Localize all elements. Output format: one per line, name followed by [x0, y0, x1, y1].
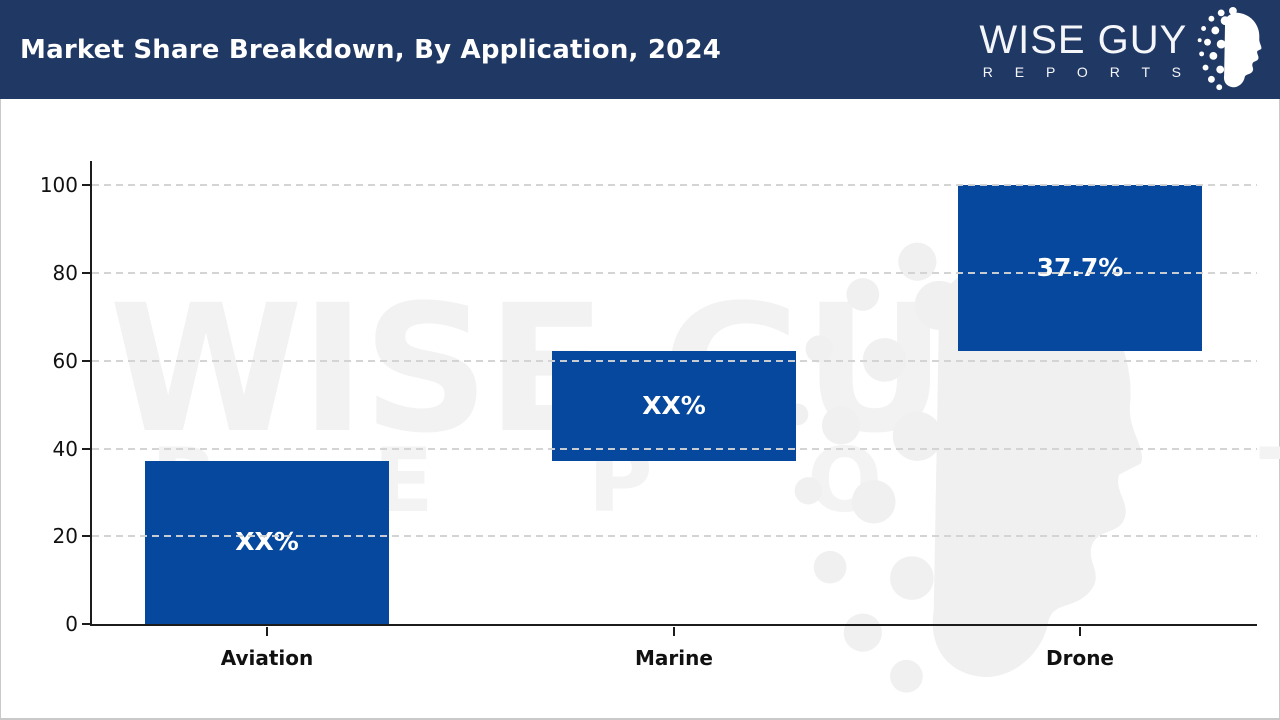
chart-canvas: WISE GUY R E P O R T S 020406080100XX%Av…: [0, 99, 1280, 720]
plot-area: 0 20 40 60 80 100 XX% Aviation XX% Marine 37.7% Dro…: [40, 161, 1257, 670]
bar-marine: XX%: [552, 350, 796, 461]
header: Market Share Breakdown, By Application, …: [0, 0, 1280, 99]
x-tick-label: Aviation: [220, 646, 314, 670]
y-tick-label: 0: [65, 612, 78, 636]
x-tick-mark: [1079, 627, 1081, 636]
logo-text: WISE GUY R E P O R T S: [977, 20, 1190, 79]
bar-value-label: XX%: [235, 527, 299, 557]
y-tick-label: 60: [52, 348, 78, 373]
logo-subtitle: R E P O R T S: [982, 64, 1190, 80]
bar-value-label: 37.7%: [1036, 253, 1124, 283]
x-tick-label: Drone: [1045, 646, 1114, 670]
y-tick-mark: [82, 184, 90, 187]
y-tick-label: 100: [39, 173, 78, 198]
y-tick-label: 20: [52, 524, 78, 549]
gridline: [92, 272, 1257, 275]
logo-wordmark: WISE GUY: [979, 18, 1188, 62]
y-tick-mark: [82, 535, 90, 538]
x-tick-label: Marine: [635, 646, 713, 670]
bar-value-label: XX%: [642, 390, 706, 420]
logo-face-icon: [1197, 6, 1262, 90]
gridline: [92, 359, 1257, 362]
watermark-face-icon: [786, 229, 1142, 693]
gridline: [92, 184, 1257, 187]
x-tick-mark: [266, 627, 268, 636]
y-tick-label: 40: [52, 436, 78, 461]
bar-aviation: XX%: [145, 460, 389, 624]
gridline: [92, 535, 1257, 538]
wiseguy-logo: WISE GUY R E P O R T S: [977, 6, 1266, 93]
chart-title: Market Share Breakdown, By Application, …: [20, 34, 722, 65]
y-tick-mark: [82, 623, 90, 625]
y-tick-label: 80: [52, 261, 78, 286]
y-tick-mark: [82, 272, 90, 275]
y-tick-mark: [82, 447, 90, 450]
x-tick-mark: [673, 627, 675, 636]
gridline: [92, 447, 1257, 450]
bar-drone: 37.7%: [958, 185, 1202, 351]
y-tick-mark: [82, 359, 90, 362]
